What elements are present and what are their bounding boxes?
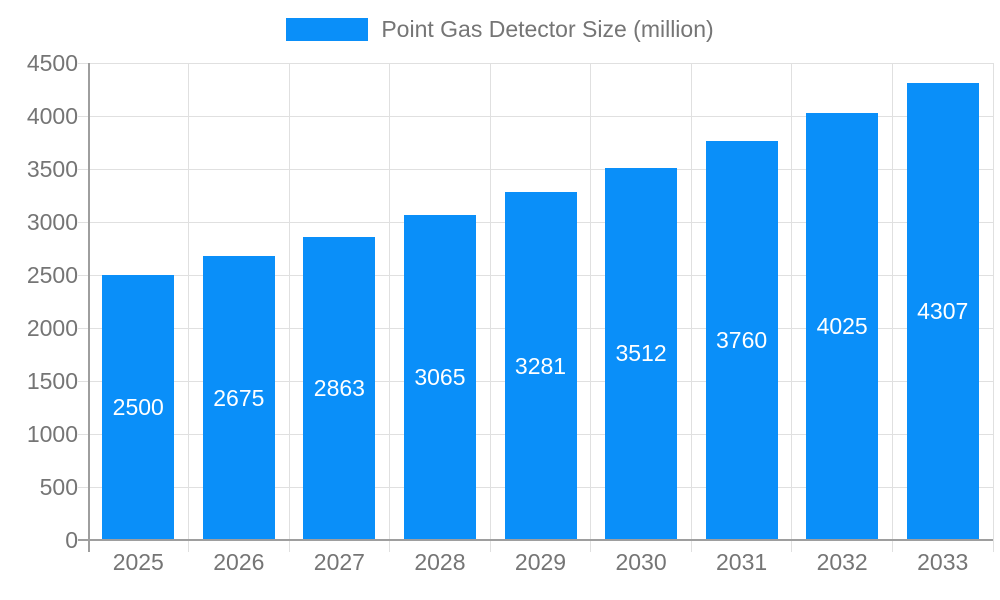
bar-2025[interactable]: 2500 — [102, 275, 175, 540]
x-tick-label: 2026 — [213, 549, 265, 575]
y-tick-label: 4500 — [26, 49, 78, 76]
x-tick-label: 2028 — [414, 549, 466, 575]
legend-swatch — [286, 18, 369, 41]
chart-legend[interactable]: Point Gas Detector Size (million) — [0, 16, 1000, 43]
x-gridline — [288, 63, 290, 552]
y-tick-label: 1500 — [26, 367, 78, 394]
x-tick-label: 2027 — [313, 549, 365, 575]
plot-area: 2500 2025 2675 2026 2863 2027 3065 2028 3281 2029… — [78, 62, 994, 574]
bar-2028[interactable]: 3065 — [403, 215, 476, 540]
x-gridline — [389, 63, 391, 552]
x-gridline — [590, 63, 592, 552]
bar-2033[interactable]: 4307 — [906, 83, 979, 540]
bar-value-label: 4307 — [917, 298, 969, 325]
y-tick-label: 1000 — [26, 420, 78, 447]
x-tick-label: 2030 — [615, 549, 667, 575]
y-tick-label: 0 — [65, 526, 78, 553]
bar-value-label: 3065 — [414, 364, 466, 391]
bar-2031[interactable]: 3760 — [705, 141, 778, 540]
bar-value-label: 2675 — [213, 384, 265, 411]
y-tick-label: 2500 — [26, 261, 78, 288]
bar-value-label: 2863 — [313, 374, 365, 401]
y-tick-label: 3500 — [26, 155, 78, 182]
bar-value-label: 4025 — [816, 313, 868, 340]
x-tick-label: 2025 — [112, 549, 164, 575]
x-tick-label: 2029 — [514, 549, 567, 575]
bar-2032[interactable]: 4025 — [806, 113, 879, 540]
bar-value-label: 2500 — [112, 394, 164, 420]
legend-label: Point Gas Detector Size (million) — [381, 16, 714, 42]
y-gridline — [78, 168, 993, 170]
x-tick-label: 2033 — [917, 549, 969, 575]
x-gridline — [690, 63, 692, 552]
x-tick-label: 2031 — [716, 549, 768, 575]
y-axis-line — [88, 63, 90, 552]
y-tick-label: 4000 — [26, 102, 78, 129]
y-axis-labels: 0 500 1000 1500 2000 2500 3000 3500 4000 4500 — [0, 51, 78, 551]
bar-2030[interactable]: 3512 — [605, 167, 678, 540]
bar-2026[interactable]: 2675 — [202, 256, 275, 540]
y-tick-label: 3000 — [26, 208, 78, 235]
x-axis-line — [78, 539, 993, 541]
y-tick-label: 500 — [39, 473, 78, 500]
y-gridline — [78, 62, 993, 64]
x-gridline — [992, 63, 994, 552]
bar-value-label: 3760 — [716, 327, 768, 354]
x-gridline — [791, 63, 793, 552]
x-tick-label: 2032 — [816, 549, 868, 575]
bar-2027[interactable]: 2863 — [303, 236, 376, 540]
y-tick-label: 2000 — [26, 314, 78, 341]
x-gridline — [891, 63, 893, 552]
x-gridline — [489, 63, 491, 552]
y-gridline — [78, 115, 993, 117]
bar-2029[interactable]: 3281 — [504, 192, 577, 540]
x-gridline — [188, 63, 190, 552]
bar-value-label: 3281 — [514, 352, 567, 379]
bar-value-label: 3512 — [615, 340, 667, 367]
